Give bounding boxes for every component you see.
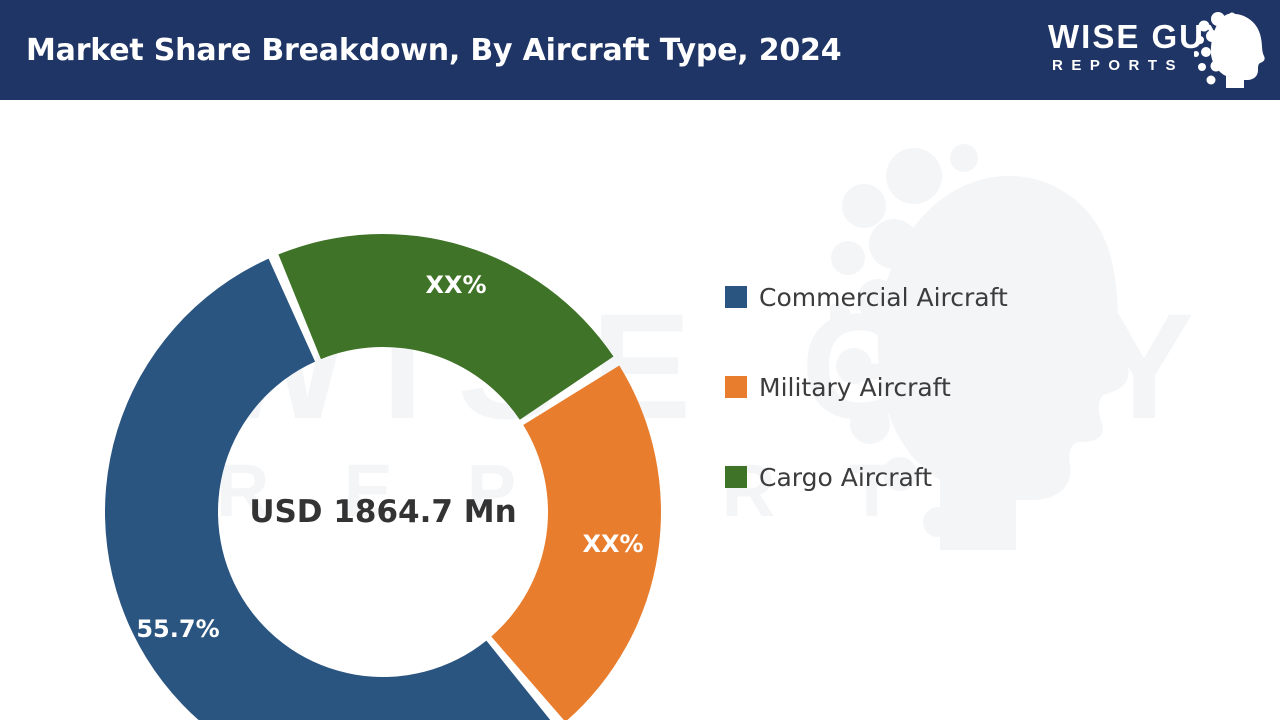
legend-item-label: Military Aircraft <box>759 372 951 402</box>
donut-slice[interactable] <box>105 258 557 720</box>
page-title: Market Share Breakdown, By Aircraft Type… <box>26 33 842 68</box>
donut-slice-label: XX% <box>582 530 643 558</box>
legend-item-cargo-aircraft[interactable]: Cargo Aircraft <box>725 432 1145 522</box>
page-header: Market Share Breakdown, By Aircraft Type… <box>0 0 1280 100</box>
legend-item-commercial-aircraft[interactable]: Commercial Aircraft <box>725 252 1145 342</box>
donut-slice[interactable] <box>491 365 661 720</box>
donut-slices <box>105 233 661 720</box>
chart-canvas: WISE GUY REPORTS <box>0 100 1280 720</box>
logo-wordmark-secondary: REPORTS <box>1052 57 1185 74</box>
watermark-head-profile-dots-icon <box>830 144 1129 550</box>
legend-item-military-aircraft[interactable]: Military Aircraft <box>725 342 1145 432</box>
legend-swatch-icon <box>725 286 747 308</box>
legend-item-label: Cargo Aircraft <box>759 462 933 492</box>
chart-legend: Commercial Aircraft Military Aircraft Ca… <box>725 252 1145 522</box>
legend-swatch-icon <box>725 376 747 398</box>
donut-center-value: USD 1864.7 Mn <box>249 494 517 530</box>
donut-slice-labels: 55.7% XX% XX% <box>136 271 643 643</box>
donut-chart-svg: 55.7% XX% XX% <box>105 233 661 720</box>
logo-wordmark-primary: WISE GUY <box>1048 18 1230 55</box>
donut-slice-label: XX% <box>425 271 486 299</box>
brand-logo[interactable]: WISE GUY REPORTS <box>1042 8 1272 92</box>
donut-slice[interactable] <box>278 233 614 420</box>
donut-chart: 55.7% XX% XX% USD 1864.7 Mn <box>0 100 700 720</box>
legend-swatch-icon <box>725 466 747 488</box>
legend-item-label: Commercial Aircraft <box>759 282 1008 312</box>
donut-slice-label: 55.7% <box>136 615 219 643</box>
head-profile-dots-icon <box>1194 12 1265 88</box>
